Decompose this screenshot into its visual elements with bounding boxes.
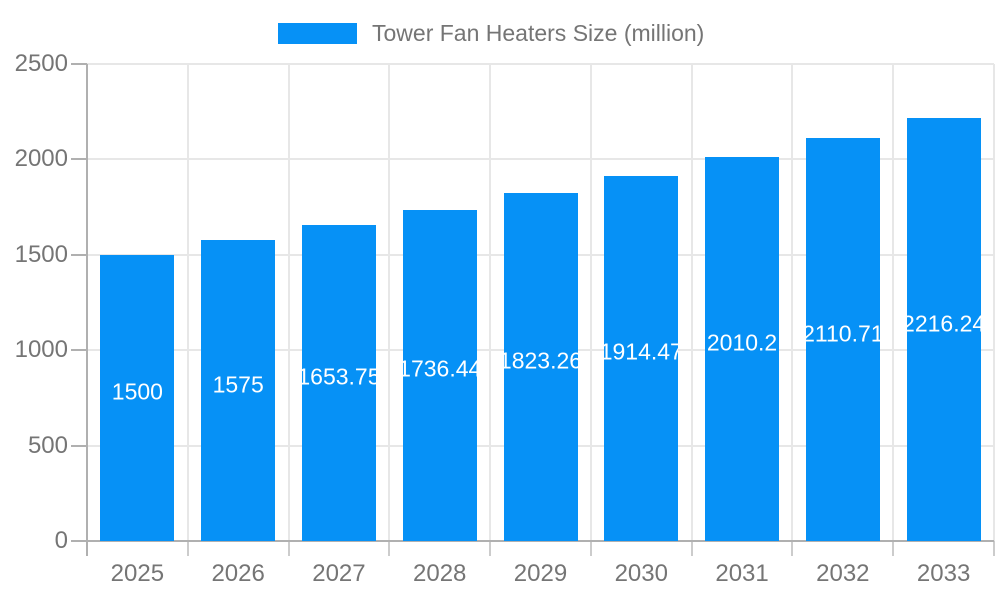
y-axis-label: 0 [54,527,68,554]
y-axis-tick [71,349,87,352]
x-gridline [690,64,693,541]
y-axis-label: 500 [27,431,68,459]
bar-value-label: 1575 [212,371,264,398]
x-axis-label: 2028 [413,560,467,587]
bar-value-label: 1736.44 [402,355,477,382]
y-axis-label: 1500 [14,240,68,268]
bar-value-label: 1653.75 [301,363,376,390]
bar-value-label: 2216.24 [906,310,981,337]
y-gridline [87,63,994,65]
y-axis-tick [71,444,87,447]
bar-value-label: 2110.71 [805,320,880,347]
bar[interactable]: 1823.26 [503,193,578,541]
bar[interactable]: 1575 [201,240,276,541]
y-axis-tick [71,63,87,65]
legend-swatch-icon [278,23,357,44]
y-axis-label: 2000 [14,145,68,173]
x-axis-label: 2031 [715,560,769,587]
x-axis-tick [690,541,693,556]
bar-value-label: 2010.2 [706,329,778,356]
bar[interactable]: 1653.75 [301,225,376,541]
x-axis-tick [388,541,391,556]
bar-value-label: 1823.26 [503,347,578,374]
bar[interactable]: 2110.71 [805,138,880,541]
legend-item[interactable]: Tower Fan Heaters Size (million) [278,20,704,47]
x-gridline [287,64,290,541]
x-axis-tick [489,541,492,556]
bar-value-label: 1914.47 [604,338,679,365]
x-gridline [589,64,592,541]
x-gridline [993,64,995,541]
y-axis-tick [71,253,87,256]
x-axis-tick [287,541,290,556]
x-axis-tick [892,541,895,556]
x-axis-label: 2026 [211,560,265,587]
x-axis-label: 2033 [916,560,971,587]
x-axis-label: 2025 [110,560,165,587]
bar[interactable]: 1914.47 [604,175,679,541]
bar-value-label: 1500 [111,378,163,405]
x-axis-tick [993,541,995,556]
bar[interactable]: 1500 [100,254,175,541]
x-gridline [388,64,391,541]
y-axis-label: 2500 [14,50,68,77]
y-axis-line [86,64,88,556]
bar[interactable]: 1736.44 [402,209,477,541]
x-gridline [892,64,895,541]
x-axis-line [71,540,994,542]
x-axis-tick [186,541,189,556]
y-gridline [87,158,994,161]
x-axis-tick [791,541,794,556]
legend-label: Tower Fan Heaters Size (million) [372,20,705,46]
y-axis-tick [71,158,87,161]
bar[interactable]: 2010.2 [705,157,780,541]
x-axis-label: 2032 [816,560,870,587]
bar[interactable]: 2216.24 [906,118,981,541]
x-gridline [791,64,794,541]
y-axis-label: 1000 [14,336,68,364]
x-axis-tick [589,541,592,556]
x-axis-label: 2027 [312,560,366,587]
x-gridline [489,64,492,541]
x-axis-label: 2029 [513,560,568,587]
x-gridline [186,64,189,541]
x-axis-label: 2030 [614,560,668,587]
